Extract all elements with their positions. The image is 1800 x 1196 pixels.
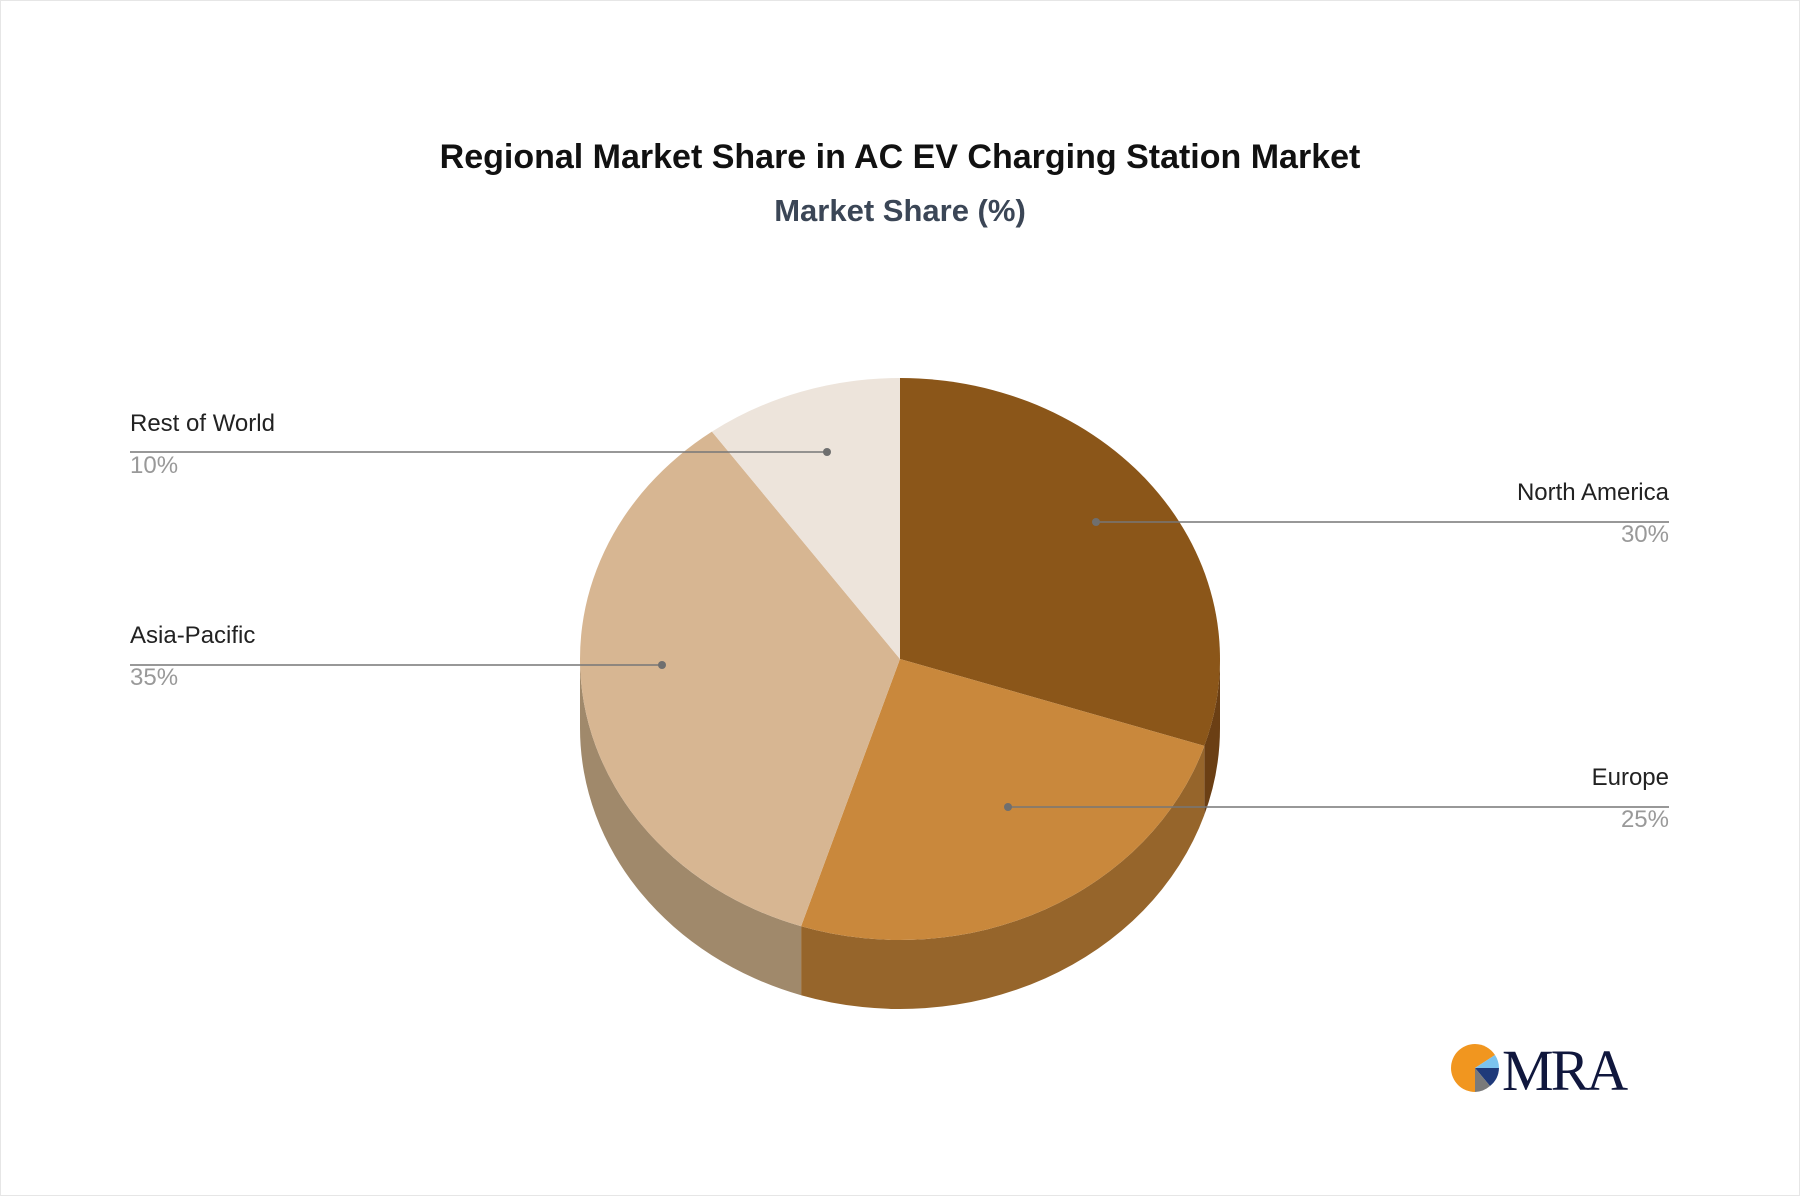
slice-side-asia-pacific bbox=[580, 659, 802, 996]
slice-label: Rest of World bbox=[130, 410, 275, 437]
chart-subtitle: Market Share (%) bbox=[774, 193, 1026, 228]
mra-logo: MRA bbox=[1451, 1038, 1631, 1103]
chart-title: Regional Market Share in AC EV Charging … bbox=[440, 138, 1361, 176]
slice-label: North America bbox=[1517, 479, 1670, 506]
slice-value-label: 25% bbox=[1621, 806, 1669, 833]
slice-north-america[interactable] bbox=[900, 378, 1220, 746]
label-europe: Europe 25% bbox=[1004, 764, 1669, 833]
slice-value-label: 30% bbox=[1621, 521, 1669, 548]
svg-text:MRA: MRA bbox=[1502, 1038, 1628, 1103]
slice-side-north-america bbox=[1204, 659, 1220, 815]
label-north-america: North America 30% bbox=[1092, 479, 1670, 548]
leader-dot bbox=[1004, 803, 1012, 811]
slice-label: Europe bbox=[1592, 764, 1669, 791]
slice-europe[interactable] bbox=[801, 659, 1205, 941]
label-asia-pacific: Asia-Pacific 35% bbox=[130, 622, 666, 691]
slice-label: Asia-Pacific bbox=[130, 622, 255, 649]
slice-rest-of-world[interactable] bbox=[711, 378, 900, 659]
leader-dot bbox=[823, 448, 831, 456]
slice-asia-pacific[interactable] bbox=[580, 431, 900, 927]
slice-side-europe bbox=[801, 745, 1205, 1009]
slice-value-label: 10% bbox=[130, 452, 178, 479]
leader-dot bbox=[1092, 518, 1100, 526]
label-rest-of-world: Rest of World 10% bbox=[130, 410, 831, 479]
leader-dot bbox=[658, 661, 666, 669]
slice-value-label: 35% bbox=[130, 664, 178, 691]
